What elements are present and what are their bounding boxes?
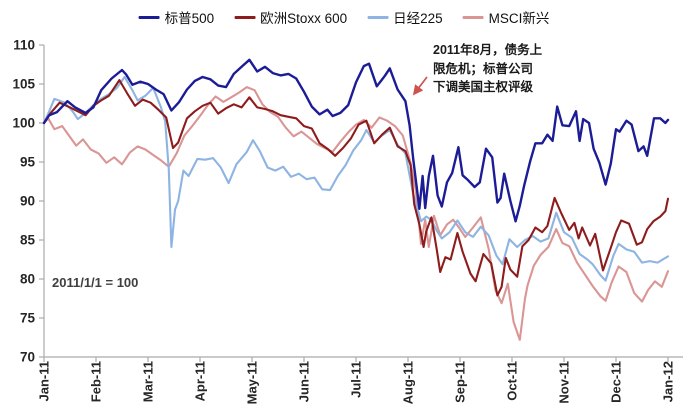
x-tick-label: May-11 [245,361,260,404]
x-tick-label: Jan-12 [661,361,676,402]
x-tick-label: Jul-11 [349,361,364,398]
legend-line-swatch-icon [138,15,160,19]
legend-item: 标普500 [138,7,215,27]
legend-line-swatch-icon [234,15,256,19]
legend-label: 欧洲Stoxx 600 [260,11,348,26]
event-annotation: 2011年8月，债务上 限危机；标普公司 下调美国主权评级 [433,43,543,94]
y-tick-label: 95 [20,155,36,170]
y-tick-label: 100 [12,116,35,131]
series-line-MSCI新兴 [42,86,670,341]
legend-line-swatch-icon [462,15,484,19]
y-tick-label: 75 [20,311,36,326]
x-tick-label: Apr-11 [193,361,208,401]
legend-label: MSCI新兴 [488,11,550,26]
series-line-标普500 [42,58,670,223]
legend-item: 欧洲Stoxx 600 [234,7,347,27]
y-tick-label: 110 [13,38,35,53]
y-tick-label: 105 [12,77,35,92]
x-tick-label: Jun-11 [297,361,312,402]
annotation-arrow-icon [412,76,428,96]
x-tick-label: Jan-11 [37,361,52,401]
base-note: 2011/1/1 = 100 [52,275,139,290]
y-tick-label: 90 [20,194,35,209]
chart-legend: 标普500 欧洲Stoxx 600 日经225 MSCI新兴 [138,7,550,27]
y-tick-label: 85 [20,233,36,248]
legend-line-swatch-icon [367,15,389,19]
series-line-欧洲Stoxx 600 [42,79,670,297]
legend-label: 标普500 [164,11,215,26]
x-tick-label: Feb-11 [89,361,104,402]
series-line-日经225 [42,75,670,282]
x-tick-label: Dec-11 [609,361,624,403]
x-tick-label: Aug-11 [401,361,416,404]
legend-item: MSCI新兴 [462,7,550,27]
x-tick-label: Nov-11 [557,361,572,404]
x-tick-label: Mar-11 [141,361,156,402]
y-tick-label: 70 [20,350,35,365]
legend-item: 日经225 [367,7,443,27]
legend-label: 日经225 [393,11,443,26]
x-tick-label: Oct-11 [505,361,520,401]
y-tick-label: 80 [20,272,35,287]
x-tick-label: Sep-11 [453,361,468,403]
